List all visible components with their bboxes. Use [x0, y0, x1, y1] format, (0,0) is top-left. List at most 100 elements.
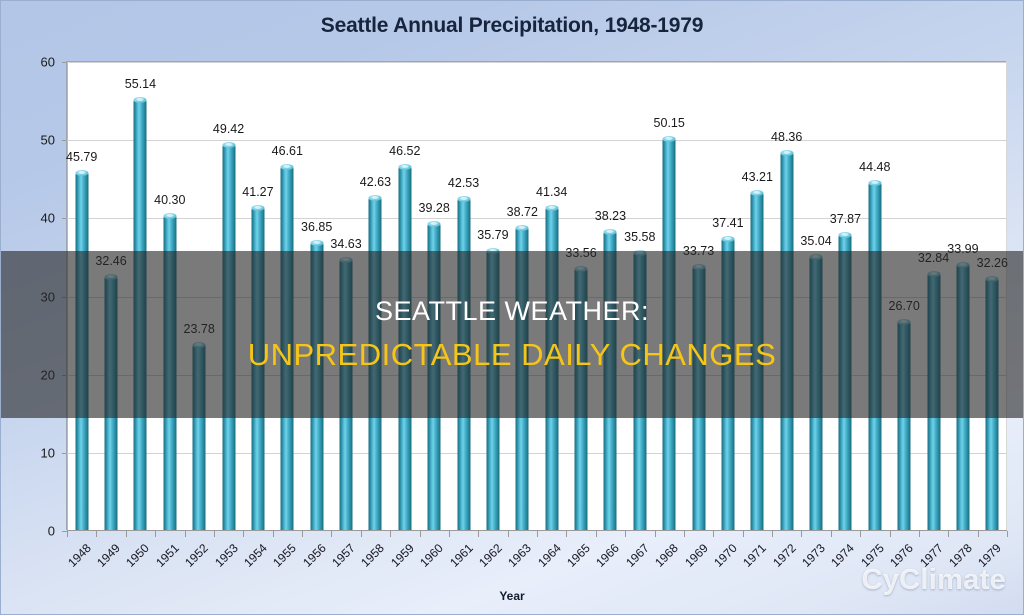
y-tick-label: 0	[47, 523, 55, 539]
gridline	[67, 452, 1007, 454]
x-tick-label: 1966	[593, 541, 623, 570]
x-tick-label: 1958	[358, 541, 388, 570]
y-tick-mark	[62, 452, 67, 454]
bar-value-label: 48.36	[771, 130, 803, 144]
bar-value-label: 36.85	[301, 219, 333, 234]
bar-cap	[75, 170, 89, 177]
bar-value-label: 35.79	[477, 228, 509, 243]
x-tick-label: 1973	[799, 541, 828, 570]
x-tick-mark	[243, 531, 245, 537]
x-tick-label: 1967	[622, 541, 652, 570]
gridline	[67, 140, 1007, 142]
x-tick-mark	[830, 531, 832, 537]
watermark-logo: CyClimate	[861, 564, 1006, 596]
x-tick-mark	[742, 531, 744, 537]
x-tick-mark	[184, 531, 186, 537]
bar-cap	[868, 180, 882, 187]
bar-value-label: 49.42	[212, 121, 245, 136]
bar-value-label: 42.53	[447, 175, 480, 190]
overlay-caption-band: SEATTLE WEATHER: UNPREDICTABLE DAILY CHA…	[0, 251, 1024, 418]
bar-cap	[163, 213, 177, 219]
x-tick-label: 1968	[652, 541, 682, 570]
bar-cap	[222, 141, 236, 148]
bar-cap	[603, 229, 617, 236]
y-tick-label: 40	[40, 210, 55, 226]
x-tick-mark	[537, 531, 538, 537]
bar-value-label: 45.79	[66, 150, 98, 165]
x-tick-label: 1964	[534, 541, 564, 570]
x-tick-mark	[448, 531, 450, 537]
x-tick-mark	[860, 531, 862, 537]
x-axis-line	[67, 530, 1007, 531]
y-tick-mark	[62, 218, 67, 220]
x-tick-label: 1965	[564, 541, 593, 570]
x-tick-mark	[1007, 531, 1008, 537]
bar-cap	[251, 205, 265, 212]
x-tick-mark	[595, 531, 597, 537]
x-tick-label: 1951	[152, 541, 182, 570]
bar-cap	[780, 150, 794, 156]
x-tick-label: 1962	[476, 541, 505, 570]
x-tick-label: 1955	[270, 541, 300, 570]
x-tick-mark	[390, 531, 392, 537]
overlay-subheadline: UNPREDICTABLE DAILY CHANGES	[247, 337, 777, 372]
overlay-headline: SEATTLE WEATHER:	[374, 296, 650, 326]
x-tick-label: 1953	[211, 541, 241, 570]
x-tick-label: 1974	[828, 541, 858, 570]
bar-value-label: 38.72	[506, 205, 538, 220]
x-tick-mark	[302, 531, 303, 537]
bar-value-label: 37.87	[829, 211, 862, 226]
bar-cap	[457, 195, 471, 202]
y-tick-mark	[62, 140, 67, 142]
x-tick-mark	[625, 531, 627, 537]
bar-cap	[310, 239, 324, 246]
bar-cap	[515, 225, 529, 232]
x-tick-mark	[419, 531, 421, 537]
x-tick-label: 1972	[769, 541, 799, 570]
x-tick-mark	[272, 531, 274, 537]
bar-value-label: 35.04	[800, 234, 832, 249]
bar-cap	[368, 194, 382, 201]
y-tick-label: 10	[40, 445, 55, 461]
bar-cap	[398, 164, 412, 171]
bar-value-label: 43.21	[741, 170, 773, 185]
x-tick-label: 1950	[123, 541, 153, 570]
bar-value-label: 55.14	[124, 77, 157, 91]
x-tick-label: 1971	[740, 541, 770, 570]
chart-title: Seattle Annual Precipitation, 1948-1979	[320, 14, 704, 37]
bar-value-label: 39.28	[418, 200, 450, 215]
x-tick-mark	[507, 531, 509, 537]
x-tick-label: 1969	[681, 541, 711, 570]
x-tick-mark	[155, 531, 157, 537]
bar-cap	[750, 190, 764, 197]
x-tick-mark	[125, 531, 127, 537]
bar-value-label: 41.27	[242, 185, 274, 200]
x-tick-mark	[889, 531, 891, 537]
bar-cap	[427, 220, 441, 227]
bar-value-label: 34.63	[330, 237, 362, 252]
x-tick-label: 1948	[64, 541, 94, 570]
bar-value-label: 35.58	[624, 229, 656, 244]
x-tick-mark	[683, 531, 685, 537]
bar-value-label: 38.23	[594, 209, 627, 224]
x-tick-mark	[801, 531, 803, 537]
x-tick-mark	[918, 531, 920, 537]
x-tick-label: 1963	[505, 541, 535, 570]
x-tick-label: 1970	[711, 541, 740, 570]
bar-cap	[721, 235, 735, 242]
x-tick-mark	[478, 531, 480, 537]
bar-value-label: 46.52	[389, 144, 421, 159]
gridline	[67, 62, 1007, 63]
x-tick-label: 1949	[94, 541, 123, 570]
bar-value-label: 42.63	[359, 174, 392, 189]
x-tick-mark	[331, 531, 333, 537]
x-tick-mark	[977, 531, 979, 537]
y-tick-mark	[62, 531, 67, 532]
bar-value-label: 41.34	[536, 184, 568, 199]
x-tick-mark	[96, 531, 98, 537]
x-tick-mark	[566, 531, 568, 537]
bar-cap	[838, 231, 852, 238]
y-tick-label: 50	[40, 132, 55, 148]
x-tick-mark	[713, 531, 715, 537]
x-tick-label: 1952	[182, 541, 212, 570]
